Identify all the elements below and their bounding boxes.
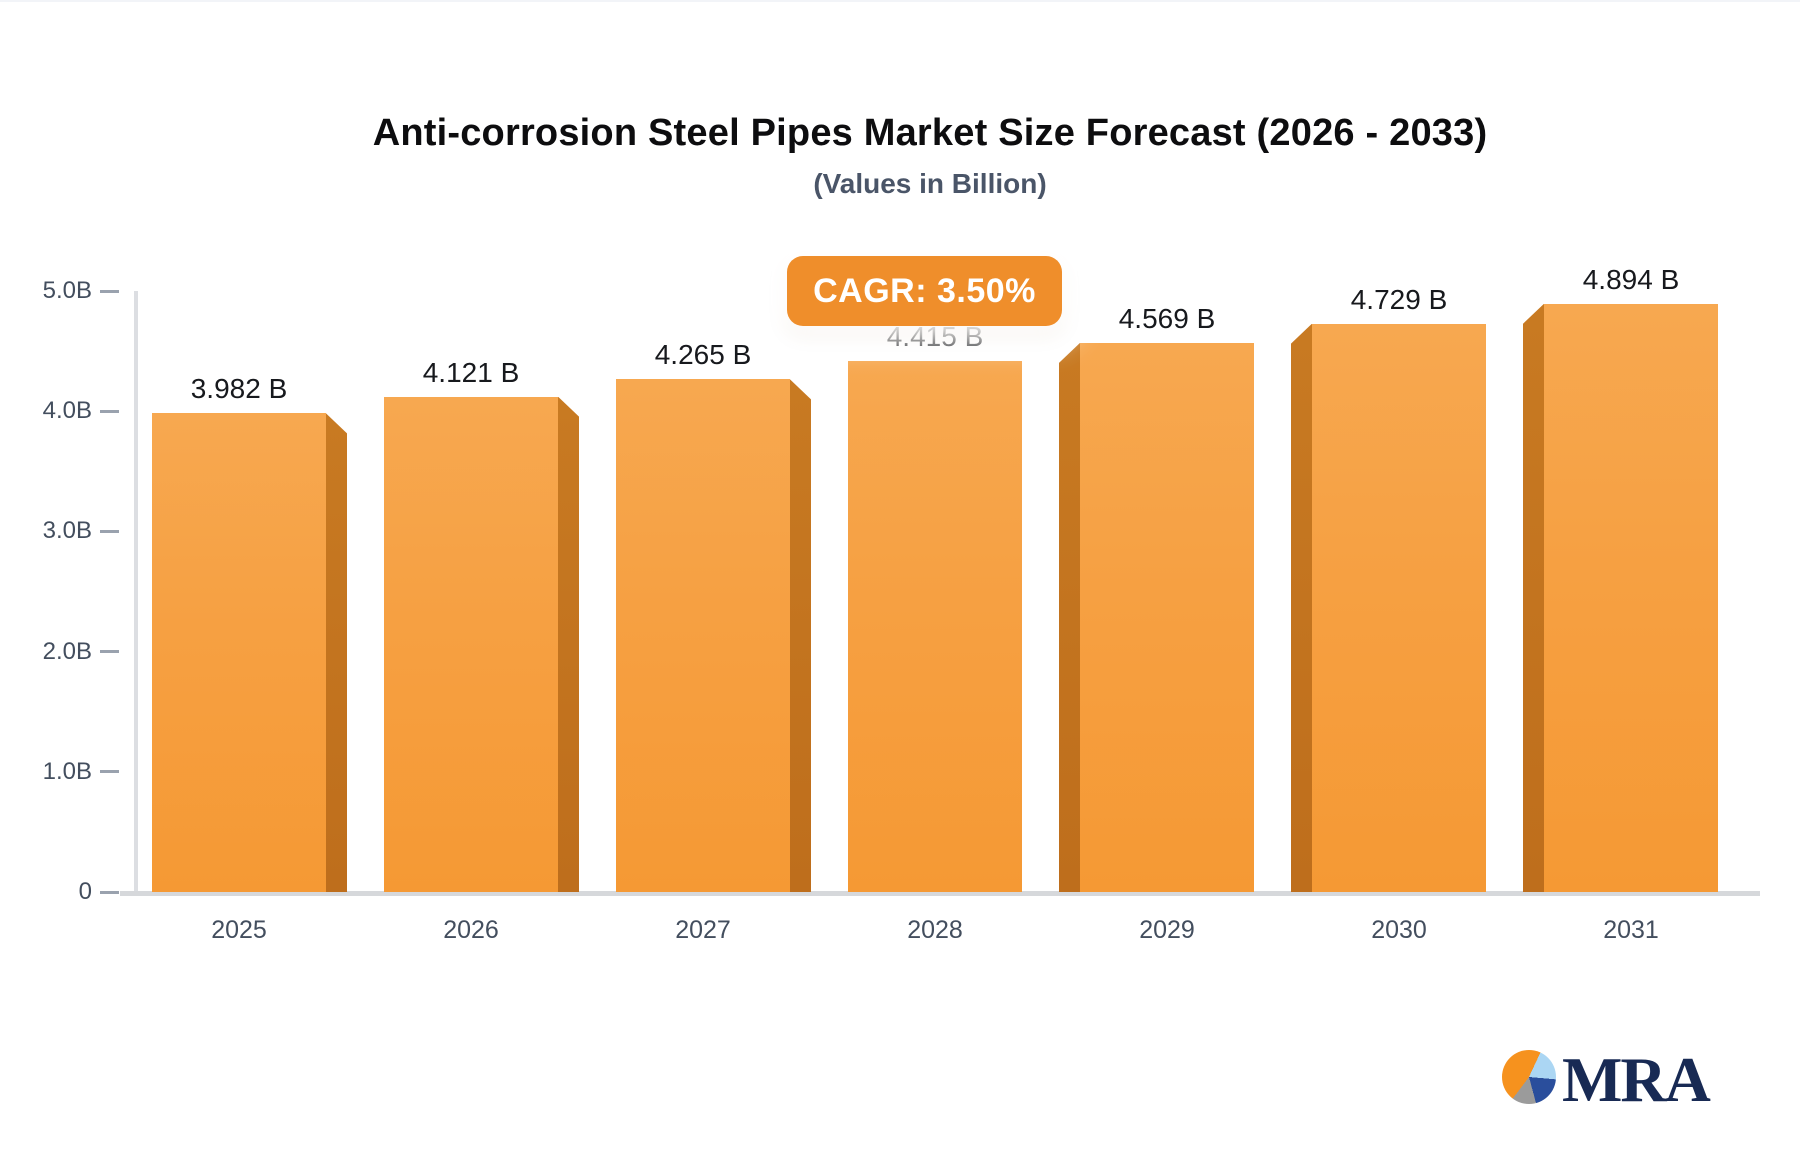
- x-axis-label-2030: 2030: [1371, 916, 1427, 944]
- chart-title: Anti-corrosion Steel Pipes Market Size F…: [372, 112, 1488, 154]
- x-axis-baseline: [120, 891, 1760, 896]
- y-axis-tick-label: 4.0B: [42, 397, 92, 425]
- chart-subtitle: (Values in Billion): [813, 168, 1047, 199]
- bar-2026: [384, 396, 558, 892]
- bar-side-bevel: [1291, 323, 1312, 892]
- x-axis-label-2026: 2026: [443, 916, 499, 944]
- cagr-badge-label: CAGR: 3.50%: [813, 271, 1036, 310]
- y-axis-tick-mark: [100, 770, 119, 774]
- x-axis-label-2027: 2027: [675, 916, 731, 944]
- bar-side-bevel: [1523, 303, 1544, 892]
- bar-value-label-2028: 4.415 B: [886, 321, 984, 353]
- bar-value-label-2025: 3.982 B: [190, 373, 288, 405]
- y-axis-tick-mark: [100, 289, 119, 293]
- y-axis-tick-mark: [100, 650, 119, 654]
- y-axis-tick-label: 1.0B: [42, 757, 92, 785]
- bar-value-label-2031: 4.894 B: [1582, 263, 1680, 295]
- bar-value-label-2030: 4.729 B: [1350, 283, 1448, 315]
- bar-2025: [152, 413, 326, 892]
- x-axis-label-2031: 2031: [1603, 916, 1659, 944]
- x-axis-label-2028: 2028: [907, 916, 963, 944]
- pie-chart-logo-icon: [1502, 1050, 1556, 1104]
- y-axis-tick-label: 2.0B: [42, 637, 92, 665]
- cagr-badge: CAGR: 3.50%: [787, 256, 1062, 326]
- x-axis-label-2025: 2025: [211, 916, 267, 944]
- mra-logo: MRA: [1502, 1042, 1742, 1122]
- bar-chart-plot-area: 0 1.0B 2.0B 3.0B 4.0B 5.0B 3.982 B 4.121 B 4.26…: [43, 264, 1760, 944]
- y-axis-tick-mark: [100, 529, 119, 533]
- y-axis-tick-label: 0: [78, 878, 92, 905]
- bar-side-bevel: [558, 396, 579, 892]
- logo-text: MRA: [1562, 1044, 1711, 1115]
- y-axis-tick-mark: [100, 409, 119, 413]
- bar-value-label-2026: 4.121 B: [422, 356, 520, 388]
- y-axis-tick-label: 5.0B: [42, 277, 92, 304]
- bar-value-label-2029: 4.569 B: [1118, 302, 1216, 334]
- bar-side-bevel: [790, 379, 811, 892]
- bar-2029: [1080, 342, 1254, 892]
- y-axis-line: [134, 291, 138, 892]
- bar-2028: [848, 361, 1022, 892]
- x-axis-label-2029: 2029: [1139, 916, 1195, 944]
- y-axis-tick-mark: [100, 890, 119, 894]
- bar-value-label-2027: 4.265 B: [654, 339, 752, 371]
- bar-2030: [1312, 323, 1486, 892]
- bar-side-bevel: [326, 413, 347, 892]
- bar-2027: [616, 379, 790, 892]
- bar-2031: [1544, 303, 1718, 892]
- bar-side-bevel: [1059, 342, 1080, 892]
- y-axis-tick-label: 3.0B: [42, 517, 92, 545]
